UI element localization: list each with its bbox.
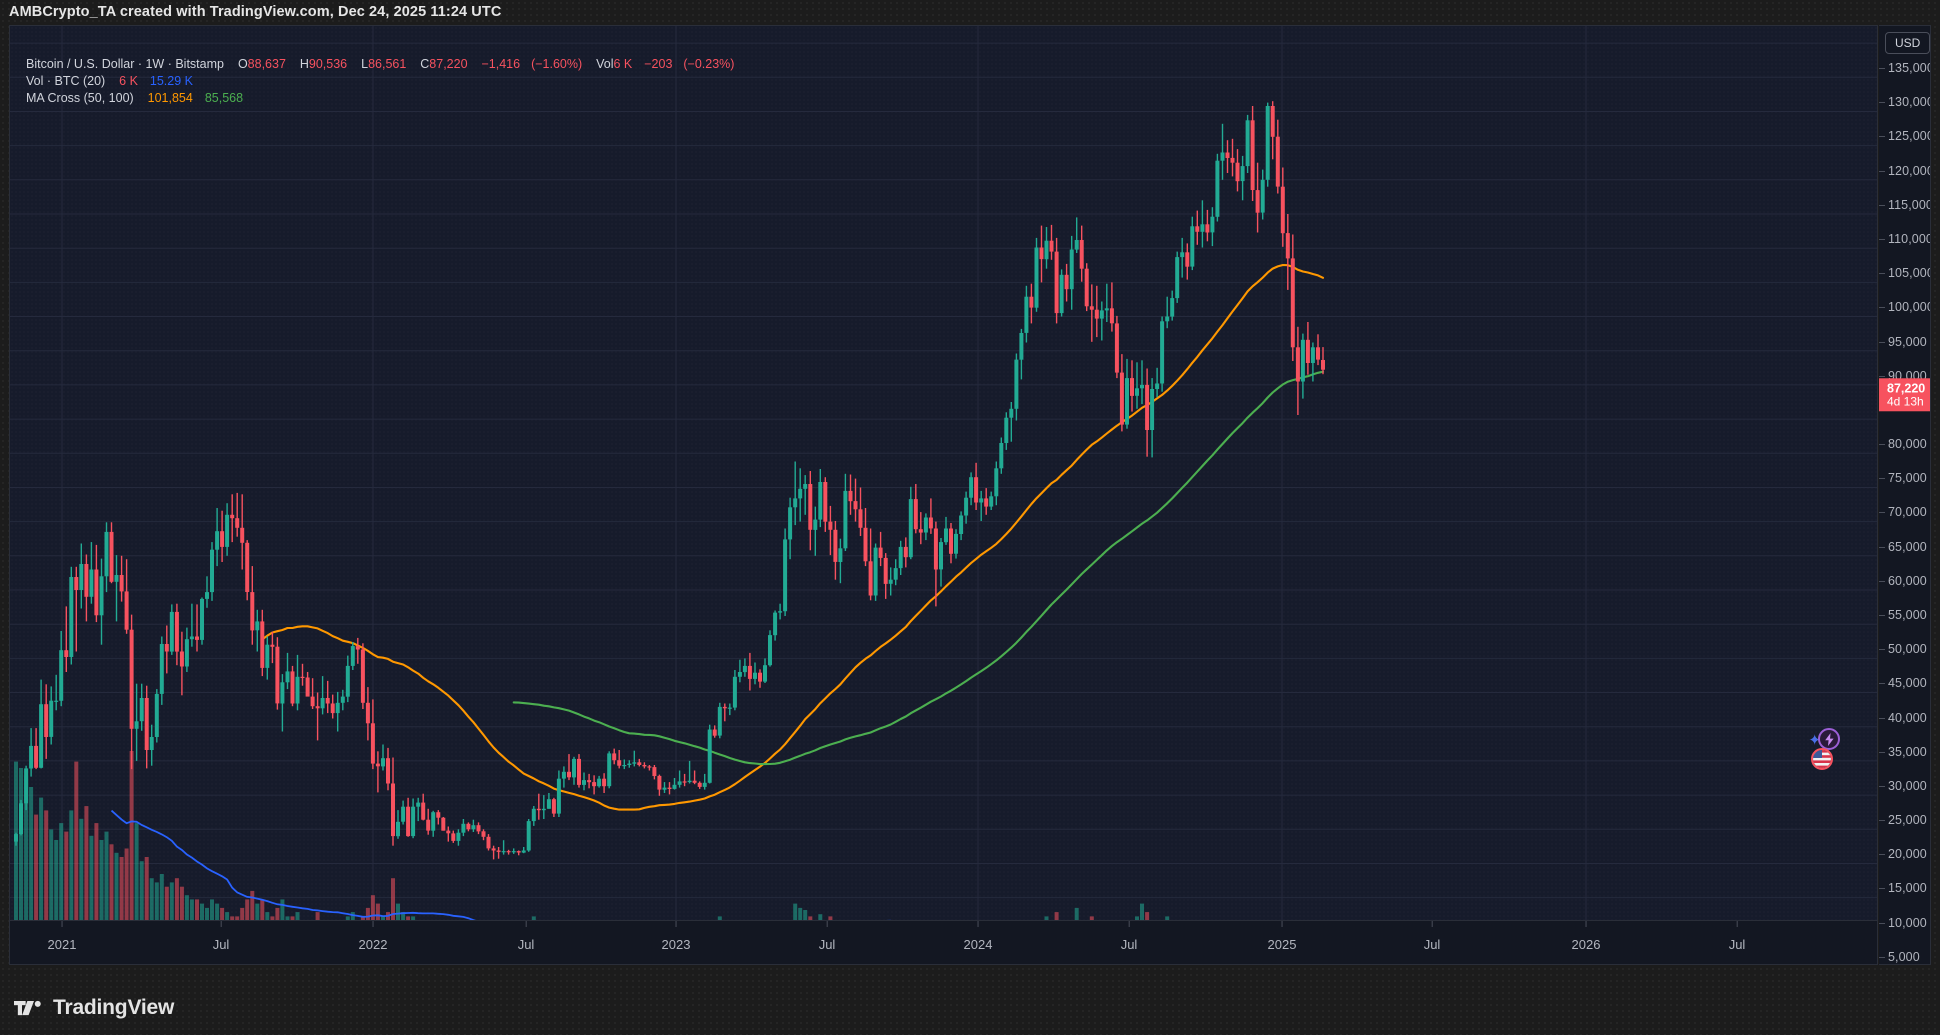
price-tick: 45,000: [1879, 676, 1927, 690]
star-icon: ✦: [1808, 732, 1821, 749]
price-tick: 20,000: [1879, 847, 1927, 861]
time-tick: Jul: [213, 921, 229, 952]
price-tick: 80,000: [1879, 437, 1927, 451]
us-flag-icon[interactable]: [1811, 748, 1833, 770]
legend-ma-slow-value: 85,568: [204, 91, 244, 105]
price-tick: 75,000: [1879, 471, 1927, 485]
price-tick: 70,000: [1879, 505, 1927, 519]
legend-volume-value-1: 6 K: [119, 74, 138, 88]
time-tick: 2022: [359, 921, 387, 952]
legend-high: H90,536: [299, 57, 348, 71]
legend-open: O88,637: [237, 57, 286, 71]
time-tick: 2021: [48, 921, 76, 952]
price-axis[interactable]: 135,000 130,000 125,000 120,000 115,000 110,0…: [1879, 25, 1931, 965]
legend-volume-study-name: Vol · BTC (20): [26, 74, 106, 88]
legend-change-pct: (−1.60%): [531, 57, 583, 71]
price-axis-ticks: 135,000 130,000 125,000 120,000 115,000 110,0…: [1879, 26, 1930, 964]
current-price-countdown: 4d 13h: [1887, 394, 1924, 408]
time-tick: 2024: [964, 921, 992, 952]
candlestick-plot: [10, 26, 1877, 964]
price-tick: 135,000: [1879, 61, 1930, 75]
price-tick: 55,000: [1879, 608, 1927, 622]
current-price-value: 87,220: [1887, 381, 1926, 395]
price-tick: 40,000: [1879, 711, 1927, 725]
legend-low: L86,561: [361, 57, 407, 71]
price-tick: 60,000: [1879, 574, 1927, 588]
price-tick: 25,000: [1879, 813, 1927, 827]
price-tick: 30,000: [1879, 779, 1927, 793]
legend-close: C87,220: [420, 57, 468, 71]
legend-row-ma-study[interactable]: MA Cross (50, 100) 101,854 85,568: [26, 90, 734, 107]
tradingview-mark-icon: [14, 1000, 41, 1015]
time-tick: 2026: [1572, 921, 1600, 952]
price-tick: 65,000: [1879, 540, 1927, 554]
legend-volume-value-2: 15.29 K: [149, 74, 193, 88]
price-tick: 125,000: [1879, 129, 1930, 143]
time-tick: Jul: [1424, 921, 1440, 952]
price-tick: 50,000: [1879, 642, 1927, 656]
flag-glyph: [1813, 750, 1831, 768]
time-tick: Jul: [1121, 921, 1137, 952]
legend-vol-label: Vol: [596, 57, 614, 71]
price-tick: 115,000: [1879, 198, 1930, 212]
price-tick: 130,000: [1879, 95, 1930, 109]
legend-symbol: Bitcoin / U.S. Dollar · 1W · Bitstamp: [26, 57, 224, 71]
legend-change-abs: −1,416: [481, 57, 521, 71]
tradingview-logo: TradingView: [14, 996, 174, 1020]
bolt-glyph: [1824, 732, 1834, 746]
currency-badge[interactable]: USD: [1885, 32, 1931, 54]
chart-pane: [10, 26, 1877, 964]
watermark-attribution: AMBCrypto_TA created with TradingView.co…: [9, 4, 502, 20]
lightning-bolt-icon[interactable]: [1818, 728, 1840, 750]
time-tick: 2023: [662, 921, 690, 952]
legend-vol-value: 6 K: [613, 57, 633, 71]
price-tick: 15,000: [1879, 881, 1927, 895]
time-tick: 2025: [1268, 921, 1296, 952]
tradingview-wordmark: TradingView: [53, 996, 175, 1019]
legend-ma-fast-value: 101,854: [147, 91, 193, 105]
price-tick: 5,000: [1879, 950, 1920, 964]
time-tick: Jul: [1729, 921, 1745, 952]
legend-ma-study-name: MA Cross (50, 100): [26, 91, 134, 105]
current-price-badge[interactable]: 87,220 4d 13h: [1879, 378, 1930, 412]
legend-vol-change-abs: −203: [644, 57, 673, 71]
price-tick: 110,000: [1879, 232, 1930, 246]
price-tick: 100,000: [1879, 300, 1930, 314]
chart-canvas[interactable]: Bitcoin / U.S. Dollar · 1W · Bitstamp O8…: [9, 25, 1878, 965]
price-tick: 120,000: [1879, 164, 1930, 178]
legend-row-volume-study[interactable]: Vol · BTC (20) 6 K 15.29 K: [26, 73, 734, 90]
time-tick: Jul: [819, 921, 835, 952]
chart-legend: Bitcoin / U.S. Dollar · 1W · Bitstamp O8…: [26, 56, 734, 107]
price-tick: 95,000: [1879, 335, 1927, 349]
legend-vol-change-pct: (−0.23%): [683, 57, 735, 71]
time-axis[interactable]: 2021 Jul 2022 Jul 2023 Jul 2024 Jul 2025 Jul 2026 J…: [9, 920, 1878, 965]
price-tick: 105,000: [1879, 266, 1930, 280]
price-tick: 35,000: [1879, 745, 1927, 759]
price-tick: 10,000: [1879, 916, 1927, 930]
legend-row-symbol[interactable]: Bitcoin / U.S. Dollar · 1W · Bitstamp O8…: [26, 56, 734, 73]
time-tick: Jul: [518, 921, 534, 952]
